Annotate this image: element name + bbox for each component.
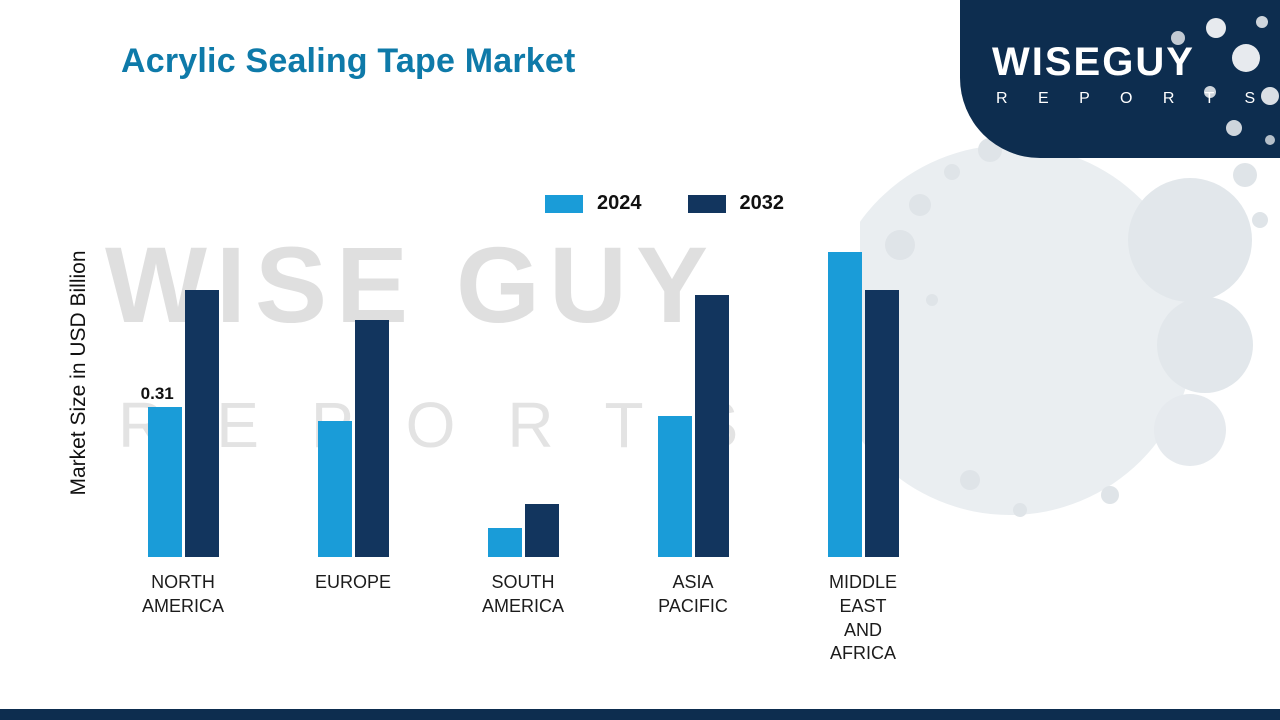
bar-2024-north-america [147,407,182,557]
legend-swatch-2032 [687,194,726,213]
plot-area: 0.31 NORTH AMERICA EUROPE SOUTH AMERICA ASIA PA… [118,242,928,666]
bar-2024-south-america [487,528,522,557]
bar-wrap-2032-asia-pacific [694,295,729,557]
logo-dots-graphic [1171,16,1279,145]
footer-bar [0,709,1280,720]
bar-2032-asia-pacific [694,295,729,557]
bar-2032-europe [354,320,389,557]
legend-label-2032: 2032 [739,192,785,214]
wiseguy-logo: WISEGUY R E P O R T S [960,0,1280,158]
bar-group-europe: EUROPE [288,242,418,666]
bar-2032-north-america [184,290,219,557]
bars-asia-pacific [657,242,729,557]
category-label-asia-pacific: ASIA PACIFIC [658,572,728,616]
category-label-south-america: SOUTH AMERICA [481,572,564,616]
y-axis-label: Market Size in USD Billion [67,250,90,496]
bar-wrap-2024-south-america [487,528,522,557]
bar-wrap-2032-north-america [184,290,219,557]
bar-wrap-2032-middle-east-and-africa [864,290,899,557]
category-label-north-america: NORTH AMERICA [141,572,224,616]
bar-group-south-america: SOUTH AMERICA [458,242,588,666]
bar-wrap-2032-south-america [524,504,559,557]
bar-2032-middle-east-and-africa [864,290,899,557]
bar-group-north-america: 0.31 NORTH AMERICA [118,242,248,666]
logo-wordmark: WISEGUY [992,40,1195,84]
bar-2024-asia-pacific [657,416,692,557]
bar-2024-middle-east-and-africa [827,252,862,557]
legend-swatch-2024 [545,194,583,213]
logo-subtitle: R E P O R T S [996,90,1269,107]
bars-europe [317,242,389,557]
bar-2032-south-america [524,504,559,557]
chart-legend: 2024 2032 [545,192,784,215]
bar-wrap-2024-middle-east-and-africa [827,252,862,557]
category-label-middle-east-and-africa: MIDDLE EAST AND AFRICA [828,572,897,664]
bar-wrap-2024-north-america: 0.31 [141,384,182,557]
watermark-reports: REPORTS [118,389,791,461]
legend-label-2024: 2024 [597,192,642,214]
bars-south-america [487,242,559,557]
bar-value-label: 0.31 [140,384,174,403]
legend-item-2032: 2032 [687,192,785,215]
bars-north-america: 0.31 [141,242,219,557]
bar-wrap-2024-asia-pacific [657,416,692,557]
bars-middle-east-and-africa [827,242,899,557]
bar-wrap-2032-europe [354,320,389,557]
legend-item-2024: 2024 [545,192,642,215]
category-label-europe: EUROPE [314,572,392,592]
page-title: Acrylic Sealing Tape Market [121,42,576,80]
bar-group-asia-pacific: ASIA PACIFIC [628,242,758,666]
bar-group-middle-east-and-africa: MIDDLE EAST AND AFRICA [798,242,928,666]
bar-2024-europe [317,421,352,557]
bar-wrap-2024-europe [317,421,352,557]
